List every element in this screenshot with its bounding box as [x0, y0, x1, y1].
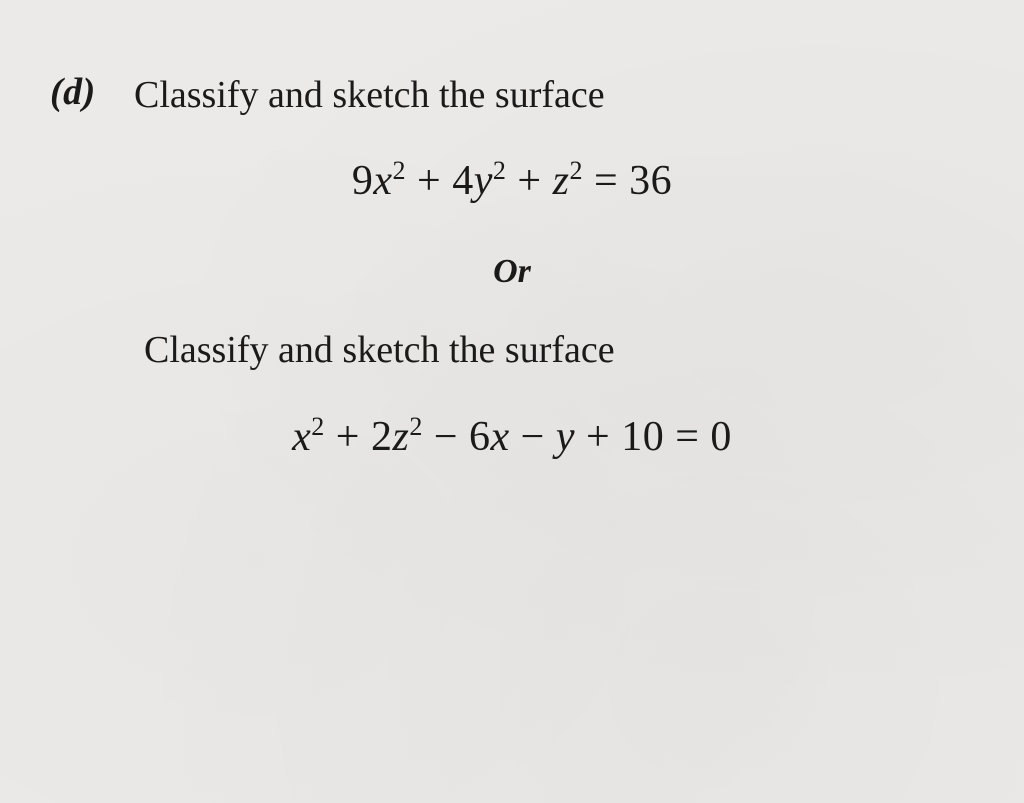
eq1-op1: +	[417, 158, 441, 204]
part-label: (d)	[50, 70, 110, 114]
eq1-rhs: 36	[629, 158, 672, 204]
alt-statement: Classify and sketch the surface	[50, 325, 974, 376]
eq1-op2: +	[517, 158, 541, 204]
eq2-op2: −	[434, 414, 458, 460]
eq2-op1: +	[336, 414, 360, 460]
eq2-term5: 10	[621, 414, 664, 460]
equation-1: 9x2 + 4y2 + z2 = 36	[50, 157, 974, 205]
eq2-term2: 2z2	[371, 414, 423, 460]
eq1-eq: =	[594, 158, 618, 204]
eq1-term3: z2	[553, 158, 583, 204]
eq2-term3: 6x	[469, 414, 510, 460]
eq2-term1: x2	[292, 414, 325, 460]
eq1-term1: 9x2	[352, 158, 406, 204]
eq2-op4: +	[586, 414, 610, 460]
eq2-op3: −	[521, 414, 545, 460]
problem-row: (d) Classify and sketch the surface	[50, 70, 974, 121]
equation-2: x2 + 2z2 − 6x − y + 10 = 0	[50, 413, 974, 461]
eq1-term2: 4y2	[452, 158, 506, 204]
eq2-eq: =	[675, 414, 699, 460]
eq2-rhs: 0	[710, 414, 732, 460]
or-label: Or	[50, 253, 974, 291]
problem-statement: Classify and sketch the surface	[134, 70, 605, 121]
eq2-term4: y	[556, 414, 575, 460]
